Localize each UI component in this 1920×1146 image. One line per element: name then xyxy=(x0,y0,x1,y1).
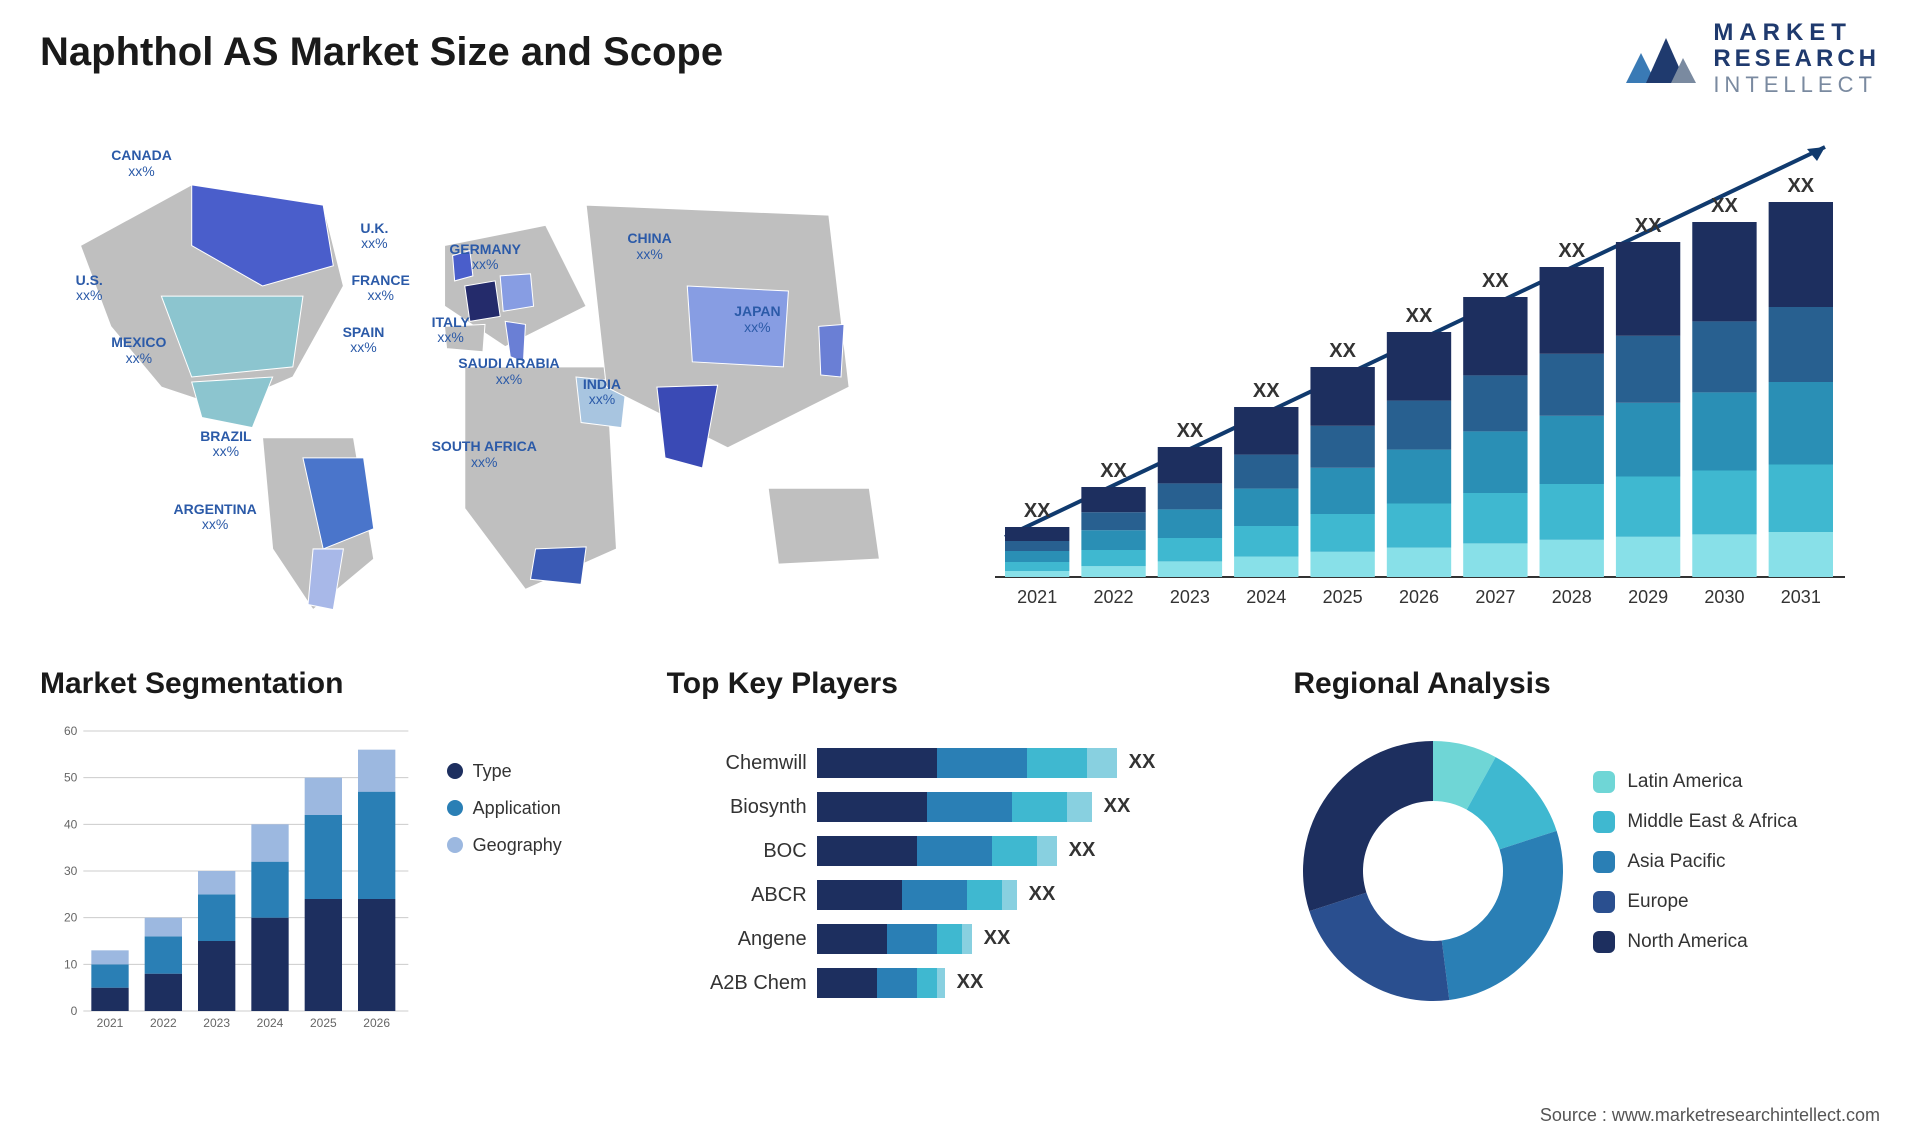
map-label-brazil: BRAZILxx% xyxy=(200,429,251,460)
player-bar-angene: XX xyxy=(817,917,1254,961)
map-label-germany: GERMANYxx% xyxy=(449,242,521,273)
svg-text:XX: XX xyxy=(1329,340,1356,362)
segmentation-chart: 0 10 20 30 40 50 60 2021 2022 2023 2024 2025 2026 xyxy=(40,721,427,1041)
svg-text:XX: XX xyxy=(1024,500,1051,522)
svg-text:10: 10 xyxy=(64,957,78,971)
svg-text:XX: XX xyxy=(1100,460,1127,482)
forecast-chart-panel: XX 2021 XX 2022 XX 2023 XX 2024 XX 2025 XX 2026 XX 20… xyxy=(960,117,1880,637)
map-label-japan: JAPANxx% xyxy=(734,304,780,335)
segmentation-title: Market Segmentation xyxy=(40,667,627,701)
svg-text:60: 60 xyxy=(64,724,78,738)
svg-text:XX: XX xyxy=(1177,420,1204,442)
brand-logo: MARKET RESEARCH INTELLECT xyxy=(1621,20,1880,97)
logo-line2: RESEARCH xyxy=(1713,46,1880,72)
svg-text:2026: 2026 xyxy=(1399,587,1439,607)
svg-text:2023: 2023 xyxy=(1170,587,1210,607)
svg-text:2024: 2024 xyxy=(257,1016,284,1030)
svg-text:2031: 2031 xyxy=(1781,587,1821,607)
segmentation-panel: Market Segmentation 0 10 20 30 40 50 60 2021 202… xyxy=(40,667,627,1087)
world-map-panel: CANADAxx% U.S.xx% MEXICOxx% BRAZILxx% ARGENT… xyxy=(40,117,930,637)
player-bar-abcr: XX xyxy=(817,873,1254,917)
svg-text:2022: 2022 xyxy=(1094,587,1134,607)
svg-text:XX: XX xyxy=(1558,240,1585,262)
svg-text:50: 50 xyxy=(64,771,78,785)
logo-line1: MARKET xyxy=(1713,20,1880,46)
regional-legend-middle-east-africa: Middle East & Africa xyxy=(1593,811,1797,833)
map-label-u.k.: U.K.xx% xyxy=(360,221,388,252)
players-labels: ChemwillBiosynthBOCABCRAngeneA2B Chem xyxy=(667,741,807,1005)
svg-text:2023: 2023 xyxy=(203,1016,230,1030)
svg-text:XX: XX xyxy=(1787,175,1814,197)
map-label-u.s.: U.S.xx% xyxy=(76,273,103,304)
player-bar-chemwill: XX xyxy=(817,741,1254,785)
svg-text:20: 20 xyxy=(64,911,78,925)
map-label-canada: CANADAxx% xyxy=(111,148,172,179)
player-label-chemwill: Chemwill xyxy=(667,741,807,785)
regional-panel: Regional Analysis Latin America Middle Ea… xyxy=(1293,667,1880,1087)
regional-legend-europe: Europe xyxy=(1593,891,1797,913)
map-label-south-africa: SOUTH AFRICAxx% xyxy=(432,439,537,470)
regional-legend-latin-america: Latin America xyxy=(1593,771,1797,793)
player-label-boc: BOC xyxy=(667,829,807,873)
svg-text:2024: 2024 xyxy=(1246,587,1286,607)
svg-text:2025: 2025 xyxy=(310,1016,337,1030)
map-label-saudi-arabia: SAUDI ARABIAxx% xyxy=(458,356,559,387)
map-label-china: CHINAxx% xyxy=(627,231,671,262)
svg-text:2025: 2025 xyxy=(1323,587,1363,607)
forecast-chart: XX 2021 XX 2022 XX 2023 XX 2024 XX 2025 XX 2026 XX 20… xyxy=(970,127,1860,627)
source-citation: Source : www.marketresearchintellect.com xyxy=(1540,1105,1880,1126)
seg-legend-type: Type xyxy=(447,761,627,782)
regional-legend: Latin America Middle East & Africa Asia Pa… xyxy=(1593,771,1797,971)
player-bar-a2b-chem: XX xyxy=(817,961,1254,1005)
svg-text:2021: 2021 xyxy=(97,1016,124,1030)
players-panel: Top Key Players ChemwillBiosynthBOCABCRA… xyxy=(667,667,1254,1087)
seg-legend-application: Application xyxy=(447,798,627,819)
seg-legend-geography: Geography xyxy=(447,835,627,856)
map-label-argentina: ARGENTINAxx% xyxy=(174,502,257,533)
svg-text:XX: XX xyxy=(1253,380,1280,402)
svg-text:2028: 2028 xyxy=(1552,587,1592,607)
map-label-mexico: MEXICOxx% xyxy=(111,335,166,366)
page-title: Naphthol AS Market Size and Scope xyxy=(40,20,723,75)
player-bar-biosynth: XX xyxy=(817,785,1254,829)
svg-text:2030: 2030 xyxy=(1704,587,1744,607)
map-label-italy: ITALYxx% xyxy=(432,315,470,346)
regional-donut xyxy=(1293,731,1573,1011)
segmentation-legend: Type Application Geography xyxy=(447,721,627,1041)
svg-text:XX: XX xyxy=(1635,215,1662,237)
svg-text:2029: 2029 xyxy=(1628,587,1668,607)
svg-text:40: 40 xyxy=(64,817,78,831)
players-title: Top Key Players xyxy=(667,667,1254,701)
svg-text:2021: 2021 xyxy=(1017,587,1057,607)
map-label-france: FRANCExx% xyxy=(352,273,410,304)
regional-legend-north-america: North America xyxy=(1593,931,1797,953)
svg-text:XX: XX xyxy=(1711,195,1738,217)
logo-line3: INTELLECT xyxy=(1713,73,1880,97)
svg-text:XX: XX xyxy=(1482,270,1509,292)
logo-icon xyxy=(1621,23,1701,93)
svg-text:2027: 2027 xyxy=(1475,587,1515,607)
player-label-abcr: ABCR xyxy=(667,873,807,917)
map-label-spain: SPAINxx% xyxy=(343,325,385,356)
player-bar-boc: XX xyxy=(817,829,1254,873)
svg-text:2022: 2022 xyxy=(150,1016,177,1030)
svg-text:0: 0 xyxy=(71,1004,78,1018)
map-label-india: INDIAxx% xyxy=(583,377,621,408)
regional-legend-asia-pacific: Asia Pacific xyxy=(1593,851,1797,873)
regional-title: Regional Analysis xyxy=(1293,667,1880,701)
player-label-angene: Angene xyxy=(667,917,807,961)
svg-text:2026: 2026 xyxy=(363,1016,390,1030)
player-label-biosynth: Biosynth xyxy=(667,785,807,829)
svg-text:30: 30 xyxy=(64,864,78,878)
player-label-a2b-chem: A2B Chem xyxy=(667,961,807,1005)
svg-text:XX: XX xyxy=(1406,305,1433,327)
players-bars: XXXXXXXXXXXX xyxy=(817,741,1254,1005)
